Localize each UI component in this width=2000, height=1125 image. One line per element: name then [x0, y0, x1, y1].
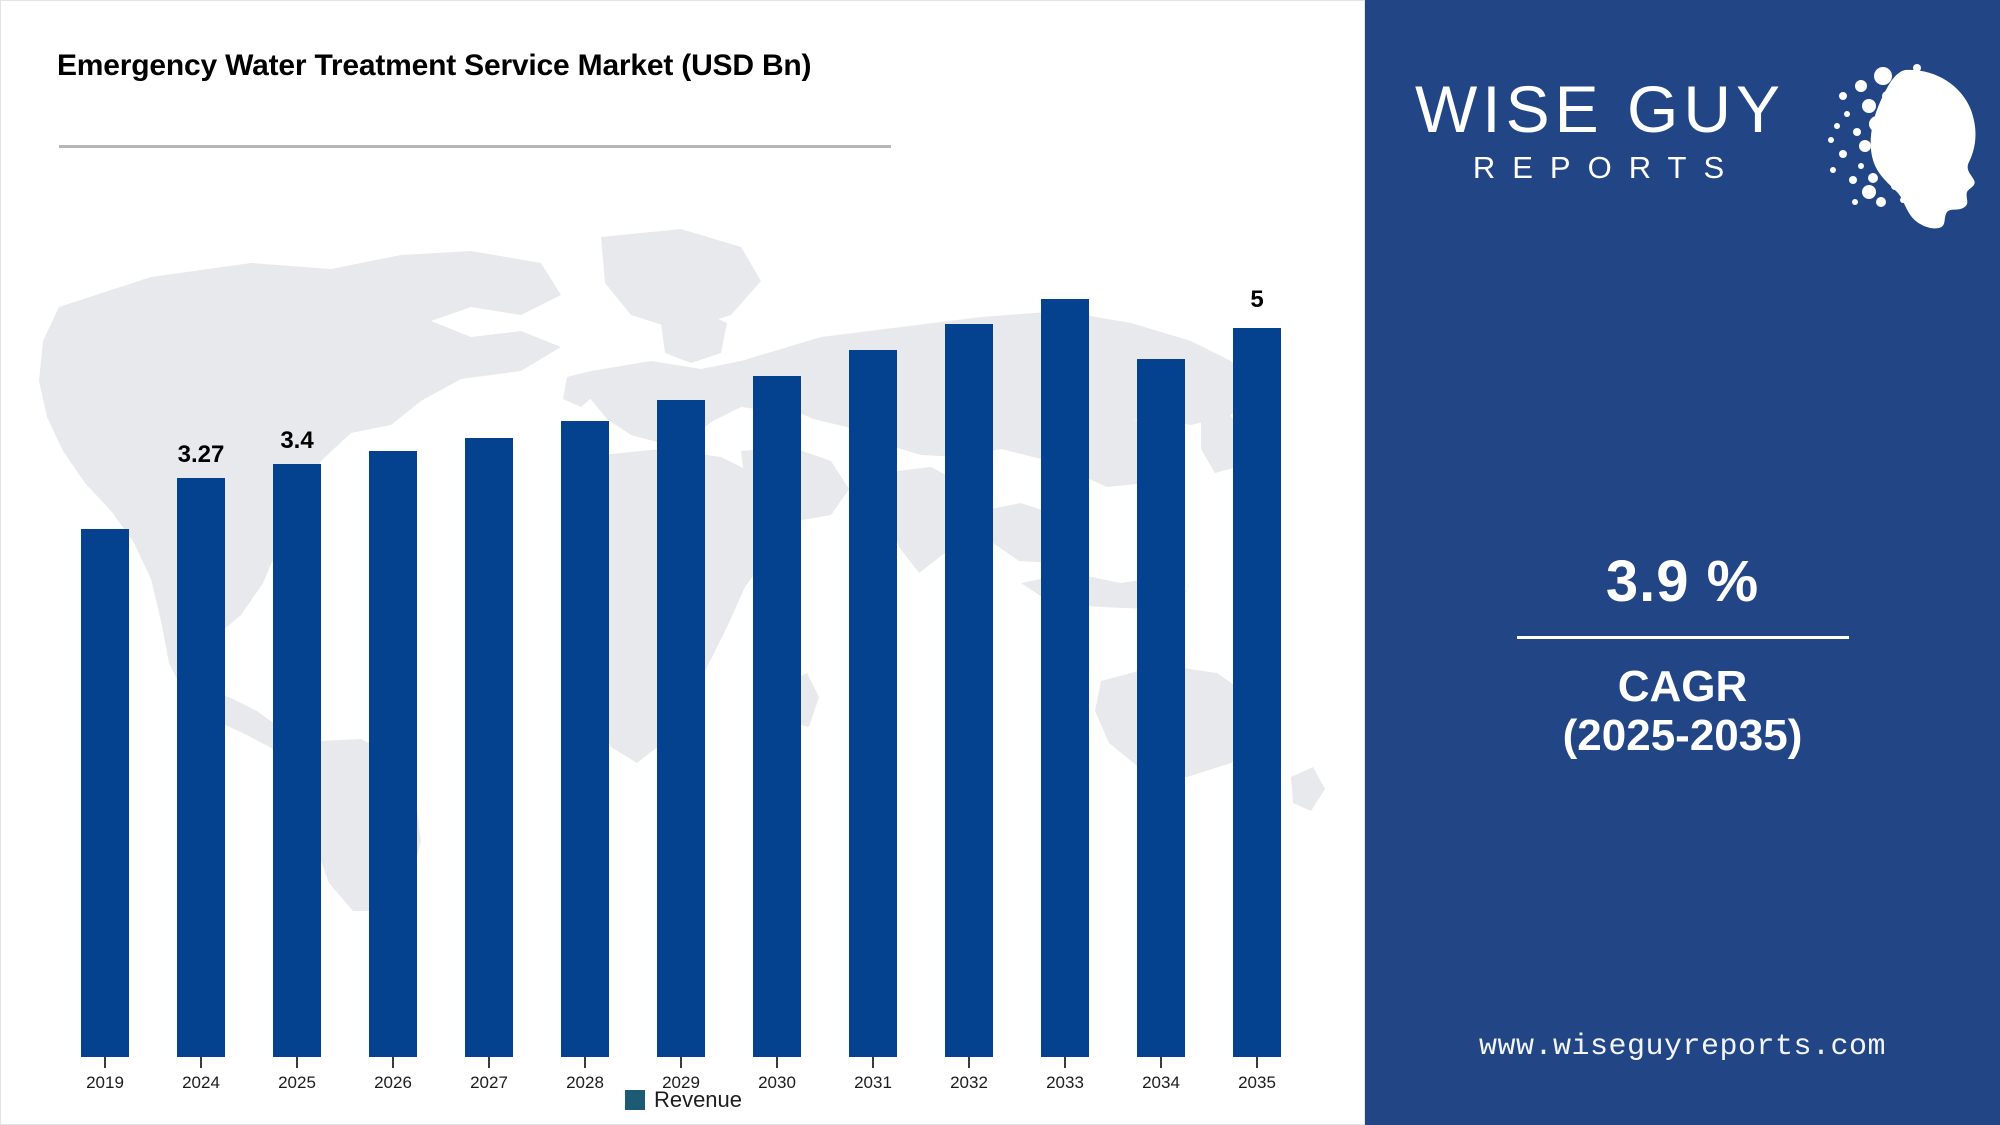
cagr-label: CAGR (2025-2035)	[1365, 662, 2000, 761]
brand-panel: WISE GUY REPORTS	[1365, 0, 2000, 1125]
wiseguy-reports-logo: WISE GUY REPORTS	[1365, 64, 2000, 229]
bar-2027[interactable]	[465, 438, 513, 1057]
website-url[interactable]: www.wiseguyreports.com	[1478, 1030, 1887, 1064]
bar-2030[interactable]	[753, 376, 801, 1057]
xaxis-label-2024: 2024	[182, 1073, 220, 1092]
dotted-head-profile-icon	[1765, 62, 1995, 232]
xaxis-label-2029: 2029	[662, 1073, 700, 1092]
xaxis-label-2027: 2027	[470, 1073, 508, 1092]
tick-2029	[680, 1057, 682, 1068]
logo-wordmark: WISE GUY REPORTS	[1385, 76, 1815, 186]
tick-2031	[872, 1057, 874, 1068]
xaxis-label-2035: 2035	[1238, 1073, 1276, 1092]
bar-2032[interactable]	[945, 324, 993, 1057]
bar-2025[interactable]	[273, 464, 321, 1057]
logo-line-reports: REPORTS	[1472, 150, 1742, 185]
chart-legend: Revenue	[1, 1087, 1364, 1113]
tick-2025	[296, 1057, 298, 1068]
cagr-value: 3.9 %	[1605, 549, 1760, 614]
tick-2032	[968, 1057, 970, 1068]
xaxis-label-2025: 2025	[278, 1073, 316, 1092]
tick-2028	[584, 1057, 586, 1068]
bar-2031[interactable]	[849, 350, 897, 1057]
bar-2035[interactable]	[1233, 328, 1281, 1057]
bar-2034[interactable]	[1137, 359, 1185, 1057]
legend-swatch-revenue	[624, 1090, 645, 1110]
xaxis-label-2030: 2030	[758, 1073, 796, 1092]
legend-label-revenue: Revenue	[653, 1087, 743, 1112]
bar-value-2024: 3.27	[177, 441, 225, 468]
bar-2033[interactable]	[1041, 299, 1089, 1057]
chart-panel: Emergency Water Treatment Service Market…	[0, 0, 1365, 1125]
bar-2026[interactable]	[369, 451, 417, 1057]
cagr-divider	[1517, 636, 1849, 639]
bar-2028[interactable]	[561, 421, 609, 1057]
xaxis-label-2026: 2026	[374, 1073, 412, 1092]
tick-2034	[1160, 1057, 1162, 1068]
tick-2030	[776, 1057, 778, 1068]
tick-2035	[1256, 1057, 1258, 1068]
bar-value-2025: 3.4	[280, 427, 314, 454]
tick-2024	[200, 1057, 202, 1068]
bar-2024[interactable]	[177, 478, 225, 1057]
xaxis-label-2032: 2032	[950, 1073, 988, 1092]
page-title: Emergency Water Treatment Service Market…	[57, 49, 812, 82]
plot-area: 2019 3.27 2024 3.4 2025 2026 2027 2028	[1, 1, 1364, 1124]
tick-2026	[392, 1057, 394, 1068]
xaxis-label-2031: 2031	[854, 1073, 892, 1092]
xaxis-label-2034: 2034	[1142, 1073, 1180, 1092]
bar-value-2035: 5	[1250, 286, 1264, 313]
cagr-label-line2: (2025-2035)	[1562, 711, 1803, 761]
tick-2033	[1064, 1057, 1066, 1068]
xaxis-label-2019: 2019	[86, 1073, 124, 1092]
xaxis-label-2033: 2033	[1046, 1073, 1084, 1092]
cagr-label-line1: CAGR	[1617, 662, 1748, 711]
title-divider	[59, 145, 891, 148]
logo-line-wise-guy: WISE GUY	[1414, 72, 1786, 146]
tick-2019	[104, 1057, 106, 1068]
tick-2027	[488, 1057, 490, 1068]
bar-2029[interactable]	[657, 400, 705, 1057]
bar-2019[interactable]	[81, 529, 129, 1057]
xaxis-label-2028: 2028	[566, 1073, 604, 1092]
